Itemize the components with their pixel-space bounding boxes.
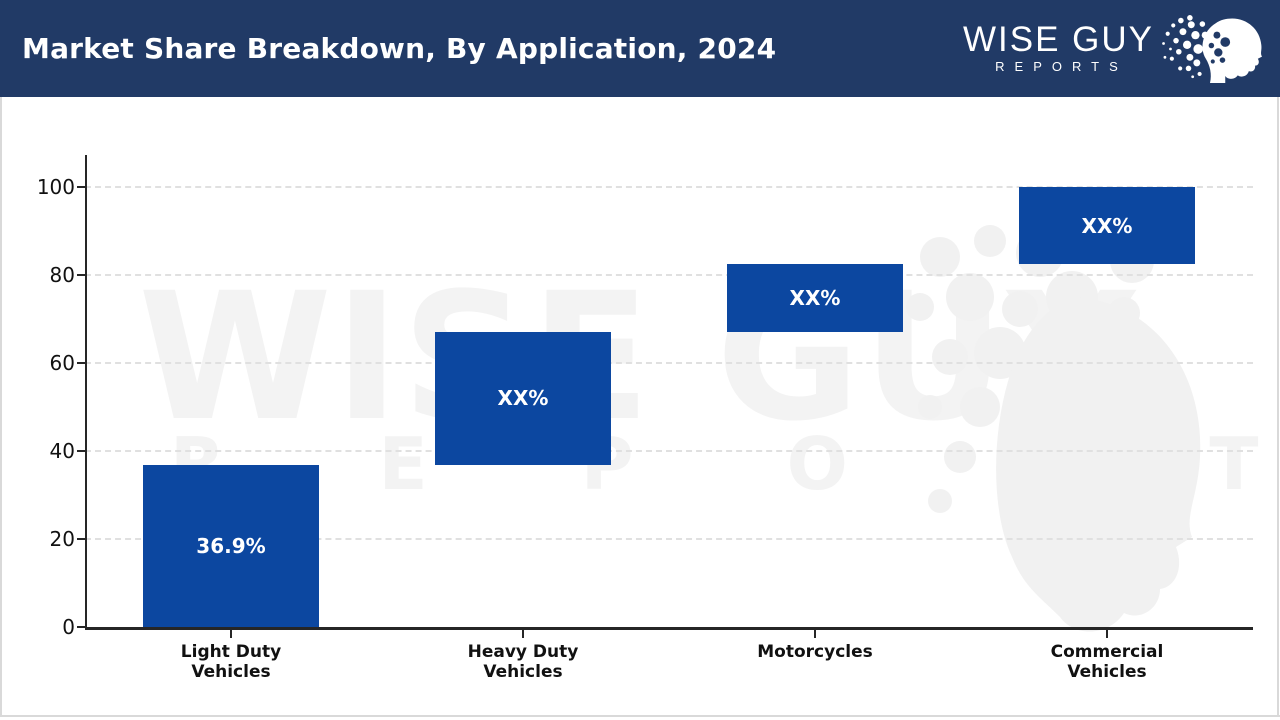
y-axis-tick xyxy=(77,274,85,276)
logo-wordmark-main: WISE GUY xyxy=(962,20,1154,59)
bar-segment: XX% xyxy=(435,332,611,465)
image-border-left xyxy=(0,97,2,717)
gridline xyxy=(85,274,1253,276)
y-axis-tick xyxy=(77,362,85,364)
x-axis-category-label: Heavy Duty Vehicles xyxy=(403,642,643,682)
bar-segment: XX% xyxy=(727,264,903,333)
x-axis-category-label-line: Motorcycles xyxy=(757,642,873,662)
logo-wordmark: WISE GUY REPORTS xyxy=(963,22,1154,75)
watermark-head-graphic xyxy=(906,219,1201,632)
x-axis-category-label-line: Heavy Duty xyxy=(467,642,579,662)
y-axis-tick xyxy=(77,538,85,540)
chart-title: Market Share Breakdown, By Application, … xyxy=(22,32,777,65)
x-axis-category-label-line: Commercial xyxy=(1050,642,1164,662)
y-axis-line xyxy=(85,155,87,630)
x-axis-tick xyxy=(1106,630,1108,638)
bar-value-label: XX% xyxy=(1081,213,1133,238)
bar-segment: XX% xyxy=(1019,187,1195,265)
x-axis-category-label-line: Vehicles xyxy=(191,662,271,682)
y-axis-tick-label: 100 xyxy=(36,175,75,199)
x-axis-category-label-line: Vehicles xyxy=(1067,662,1147,682)
brand-logo: WISE GUY REPORTS xyxy=(963,6,1262,92)
header-bar: Market Share Breakdown, By Application, … xyxy=(0,0,1280,97)
x-axis-category-label-line: Vehicles xyxy=(483,662,563,682)
x-axis-line xyxy=(85,627,1253,630)
gridline xyxy=(85,450,1253,452)
y-axis-tick-label: 40 xyxy=(49,439,75,463)
bar-value-label: XX% xyxy=(789,286,841,311)
x-axis-category-label: Commercial Vehicles xyxy=(987,642,1227,682)
gridline xyxy=(85,362,1253,364)
y-axis-tick xyxy=(77,186,85,188)
y-axis-tick-label: 0 xyxy=(62,615,75,639)
x-axis-tick xyxy=(230,630,232,638)
plot-canvas: WISE GUY R E P O R T S 02040608010036.9%… xyxy=(0,97,1280,720)
x-axis-category-label: Motorcycles xyxy=(695,642,935,662)
y-axis-tick-label: 60 xyxy=(49,351,75,375)
gridline xyxy=(85,186,1253,188)
image-border-right xyxy=(1277,97,1279,717)
image-border-bottom xyxy=(0,715,1280,717)
y-axis-tick xyxy=(77,626,85,628)
bar-value-label: XX% xyxy=(497,386,549,411)
logo-head-icon xyxy=(1162,14,1262,83)
x-axis-category-label: Light Duty Vehicles xyxy=(111,642,351,682)
logo-wordmark-sub: REPORTS xyxy=(995,59,1128,74)
bar-value-label: 36.9% xyxy=(196,533,266,558)
y-axis-tick-label: 20 xyxy=(49,527,75,551)
x-axis-tick xyxy=(522,630,524,638)
bar-segment: 36.9% xyxy=(143,464,319,627)
x-axis-tick xyxy=(814,630,816,638)
y-axis-tick-label: 80 xyxy=(49,263,75,287)
x-axis-category-label-line: Light Duty xyxy=(180,642,282,662)
gridline xyxy=(85,538,1253,540)
y-axis-tick xyxy=(77,450,85,452)
